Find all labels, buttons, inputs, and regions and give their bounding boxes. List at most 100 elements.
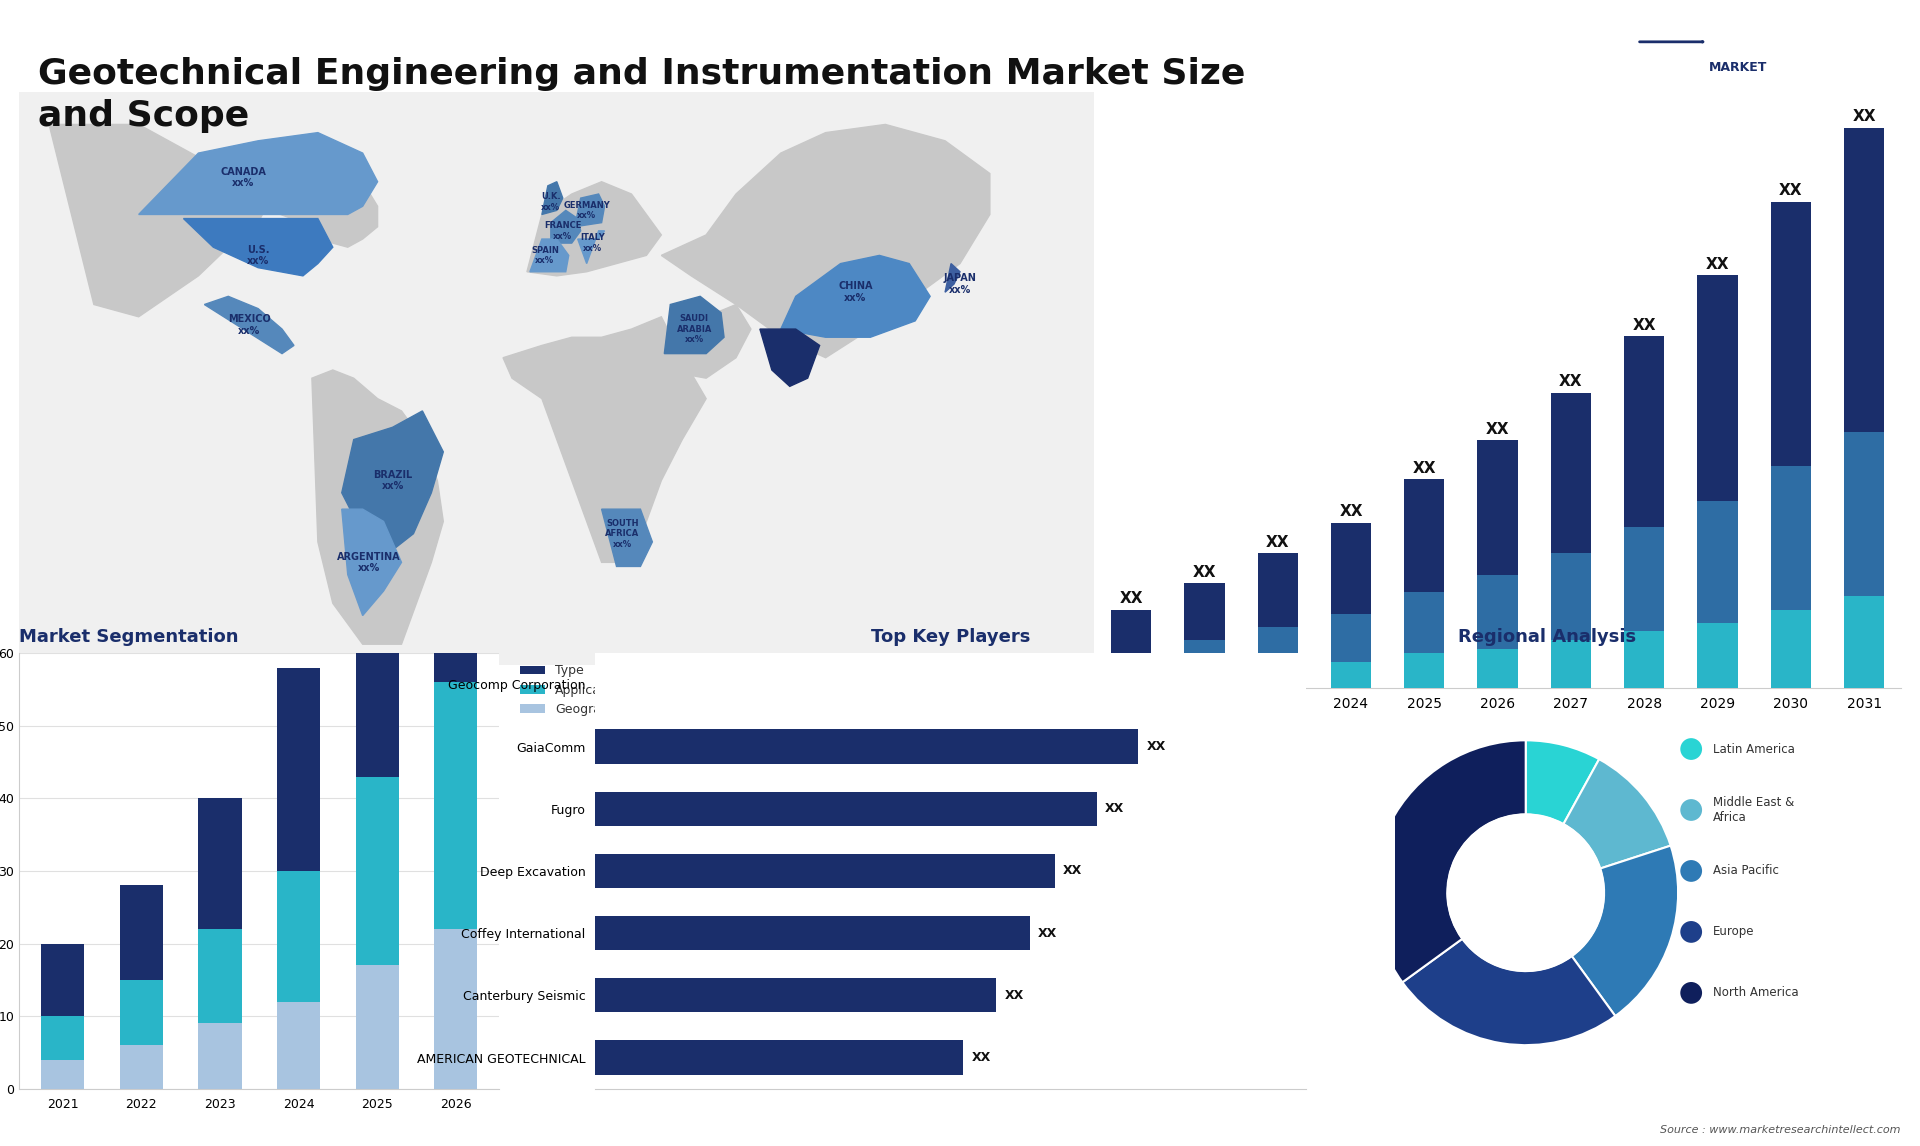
Bar <box>595 979 996 1013</box>
Circle shape <box>1680 860 1701 882</box>
Text: Latin America: Latin America <box>1713 743 1795 755</box>
Bar <box>1478 440 1517 575</box>
Bar <box>119 1045 163 1089</box>
Text: Europe: Europe <box>1713 926 1755 939</box>
Bar <box>1258 554 1298 627</box>
Wedge shape <box>1373 740 1526 982</box>
Legend: Type, Application, Geography: Type, Application, Geography <box>515 659 630 721</box>
Text: XX: XX <box>1632 317 1655 332</box>
Bar <box>1185 670 1225 688</box>
Text: ITALY
xx%: ITALY xx% <box>580 234 605 253</box>
Text: XX: XX <box>1039 927 1058 940</box>
Bar <box>1697 501 1738 622</box>
Bar <box>1697 622 1738 688</box>
Polygon shape <box>50 125 378 316</box>
Text: Middle East &
Africa: Middle East & Africa <box>1713 796 1793 824</box>
Text: XX: XX <box>1340 504 1363 519</box>
Bar <box>1185 583 1225 639</box>
Bar <box>276 1002 321 1089</box>
Wedge shape <box>1572 846 1678 1017</box>
Text: XX: XX <box>972 1051 991 1065</box>
Bar <box>1624 631 1665 688</box>
Bar <box>1258 666 1298 688</box>
Bar <box>1404 592 1444 653</box>
Wedge shape <box>1526 740 1599 824</box>
Text: CHINA
xx%: CHINA xx% <box>839 282 874 303</box>
Polygon shape <box>760 329 820 386</box>
Bar <box>1551 639 1592 688</box>
Bar <box>1843 128 1884 432</box>
Text: XX: XX <box>1004 989 1023 1002</box>
Text: SAUDI
ARABIA
xx%: SAUDI ARABIA xx% <box>676 314 712 344</box>
Text: XX: XX <box>1265 535 1290 550</box>
Bar <box>1478 649 1517 688</box>
Polygon shape <box>574 194 605 227</box>
Text: ARGENTINA
xx%: ARGENTINA xx% <box>336 551 401 573</box>
Polygon shape <box>660 305 751 378</box>
Text: JAPAN
xx%: JAPAN xx% <box>943 273 977 295</box>
Text: U.S.
xx%: U.S. xx% <box>248 244 269 266</box>
Bar <box>1331 661 1371 688</box>
Text: XX: XX <box>1853 110 1876 125</box>
Polygon shape <box>342 509 401 615</box>
Bar <box>434 929 478 1089</box>
Bar <box>198 929 242 1023</box>
Bar <box>1770 610 1811 688</box>
Bar <box>434 682 478 929</box>
Text: XX: XX <box>1486 422 1509 437</box>
Bar <box>1331 523 1371 614</box>
Bar <box>1770 202 1811 466</box>
Bar <box>119 980 163 1045</box>
Text: XX: XX <box>1192 565 1215 580</box>
Bar <box>198 799 242 929</box>
Bar <box>1112 675 1152 688</box>
Text: XX: XX <box>1106 802 1125 815</box>
Bar <box>1624 527 1665 631</box>
Text: BRAZIL
xx%: BRAZIL xx% <box>372 470 413 492</box>
Wedge shape <box>1402 939 1615 1045</box>
Bar <box>595 1041 964 1075</box>
Bar <box>595 792 1096 826</box>
Bar <box>1624 336 1665 527</box>
Polygon shape <box>204 297 294 354</box>
Bar <box>1843 596 1884 688</box>
Bar <box>1331 614 1371 661</box>
Bar <box>119 886 163 980</box>
Text: North America: North America <box>1713 987 1799 999</box>
Circle shape <box>1680 799 1701 821</box>
Title: Top Key Players: Top Key Players <box>870 628 1031 646</box>
Bar <box>40 1017 84 1060</box>
Bar <box>1551 393 1592 554</box>
Text: MEXICO
xx%: MEXICO xx% <box>228 314 271 336</box>
Text: XX: XX <box>1705 257 1730 272</box>
Polygon shape <box>530 240 568 272</box>
Bar <box>1258 627 1298 666</box>
Bar <box>1551 554 1592 639</box>
Polygon shape <box>660 125 991 358</box>
Text: XX: XX <box>1780 183 1803 198</box>
Bar <box>1770 466 1811 610</box>
Circle shape <box>1448 815 1603 971</box>
Text: INDIA
xx%: INDIA xx% <box>774 347 804 369</box>
Circle shape <box>1680 982 1701 1004</box>
Text: SPAIN
xx%: SPAIN xx% <box>532 245 559 265</box>
Text: U.K.
xx%: U.K. xx% <box>541 193 561 212</box>
Bar <box>1478 575 1517 649</box>
Polygon shape <box>526 182 660 276</box>
Polygon shape <box>601 509 653 566</box>
Text: XX: XX <box>1064 864 1083 878</box>
Wedge shape <box>1563 759 1670 869</box>
Text: SOUTH
AFRICA
xx%: SOUTH AFRICA xx% <box>605 519 639 549</box>
Title: Regional Analysis: Regional Analysis <box>1459 628 1636 646</box>
Text: RESEARCH: RESEARCH <box>1701 86 1774 99</box>
Circle shape <box>1680 738 1701 760</box>
Bar <box>595 916 1029 950</box>
Bar <box>355 501 399 777</box>
Text: Source : www.marketresearchintellect.com: Source : www.marketresearchintellect.com <box>1661 1124 1901 1135</box>
Bar <box>355 777 399 965</box>
Bar <box>595 730 1139 763</box>
Text: FRANCE
xx%: FRANCE xx% <box>543 221 582 241</box>
Polygon shape <box>311 370 444 644</box>
Polygon shape <box>342 411 444 550</box>
Bar <box>276 871 321 1002</box>
